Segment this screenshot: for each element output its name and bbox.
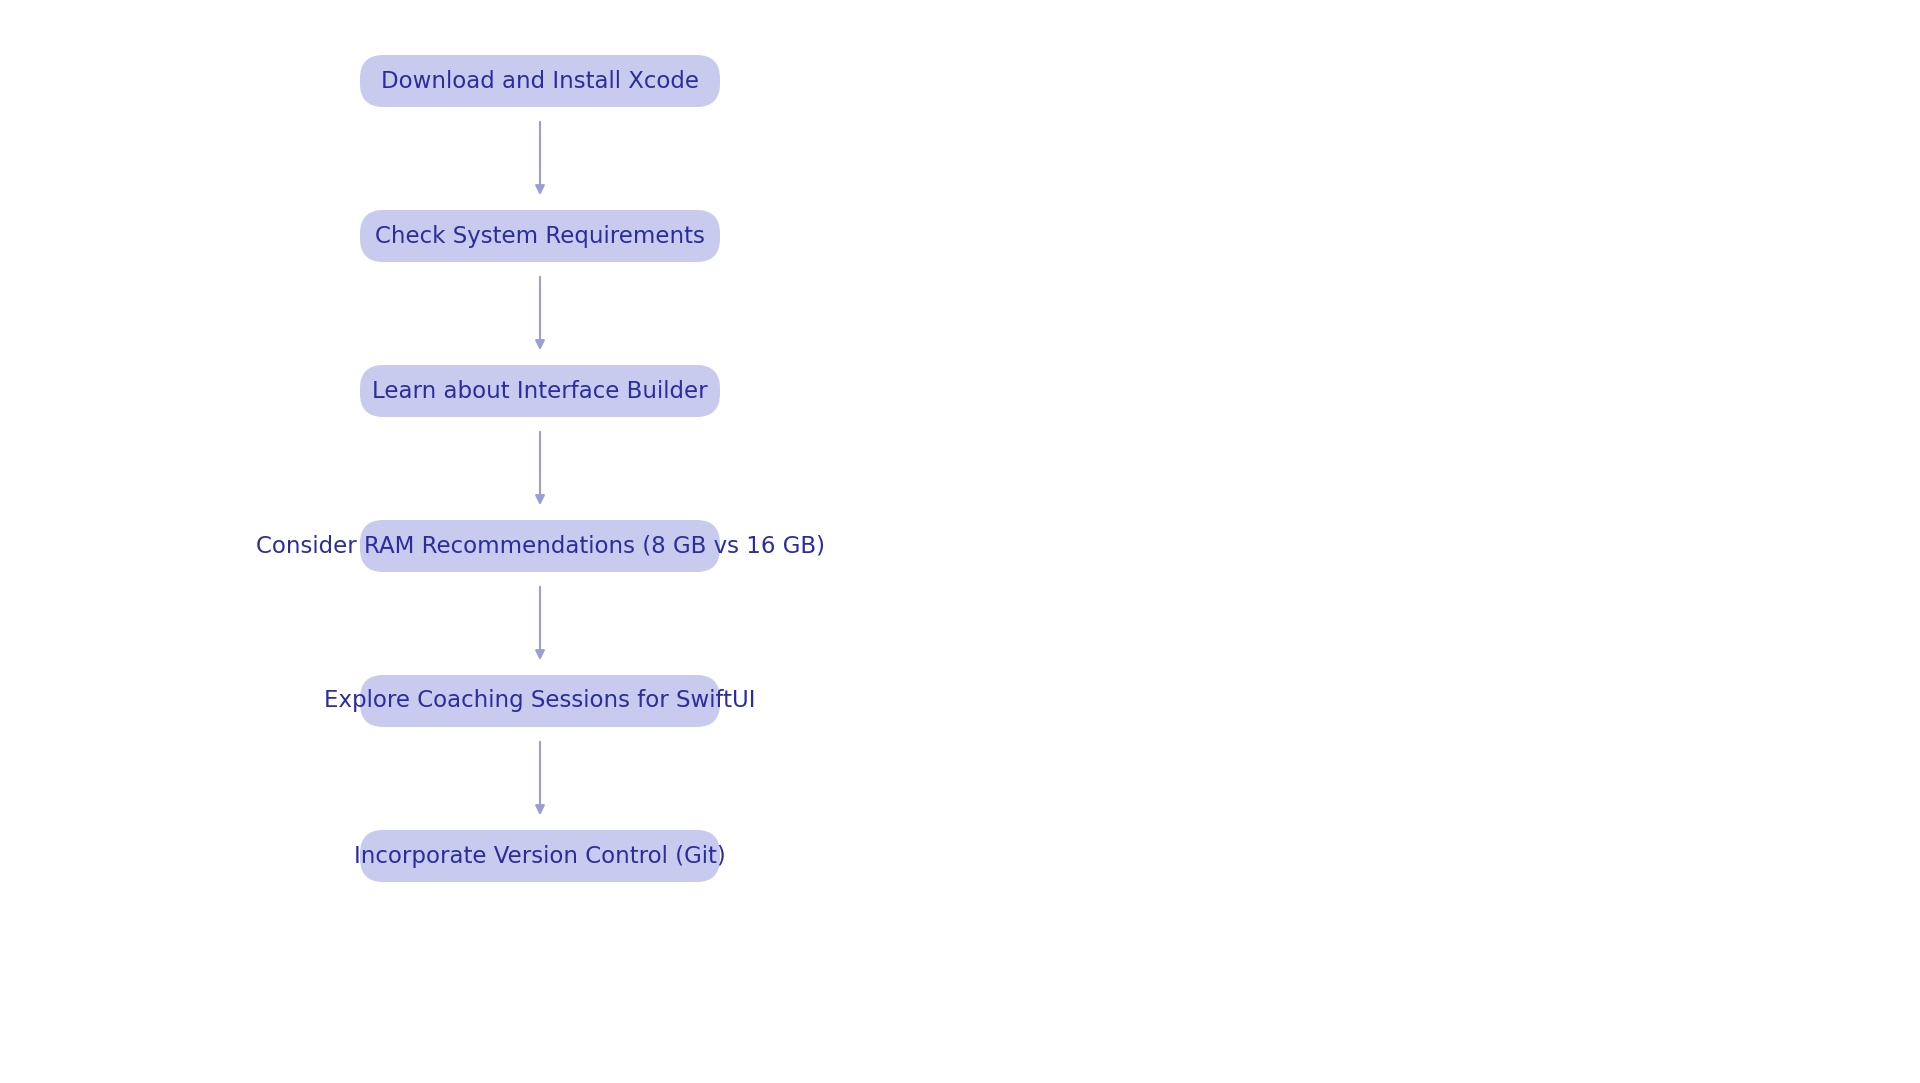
FancyBboxPatch shape bbox=[361, 210, 720, 262]
Text: Consider RAM Recommendations (8 GB vs 16 GB): Consider RAM Recommendations (8 GB vs 16… bbox=[255, 535, 824, 558]
FancyBboxPatch shape bbox=[361, 675, 720, 727]
FancyBboxPatch shape bbox=[361, 830, 720, 882]
Text: Explore Coaching Sessions for SwiftUI: Explore Coaching Sessions for SwiftUI bbox=[324, 690, 756, 713]
Text: Learn about Interface Builder: Learn about Interface Builder bbox=[372, 379, 708, 403]
FancyBboxPatch shape bbox=[361, 55, 720, 107]
Text: Check System Requirements: Check System Requirements bbox=[374, 224, 705, 248]
FancyBboxPatch shape bbox=[361, 520, 720, 572]
FancyBboxPatch shape bbox=[361, 365, 720, 417]
Text: Download and Install Xcode: Download and Install Xcode bbox=[380, 69, 699, 92]
Text: Incorporate Version Control (Git): Incorporate Version Control (Git) bbox=[353, 845, 726, 867]
